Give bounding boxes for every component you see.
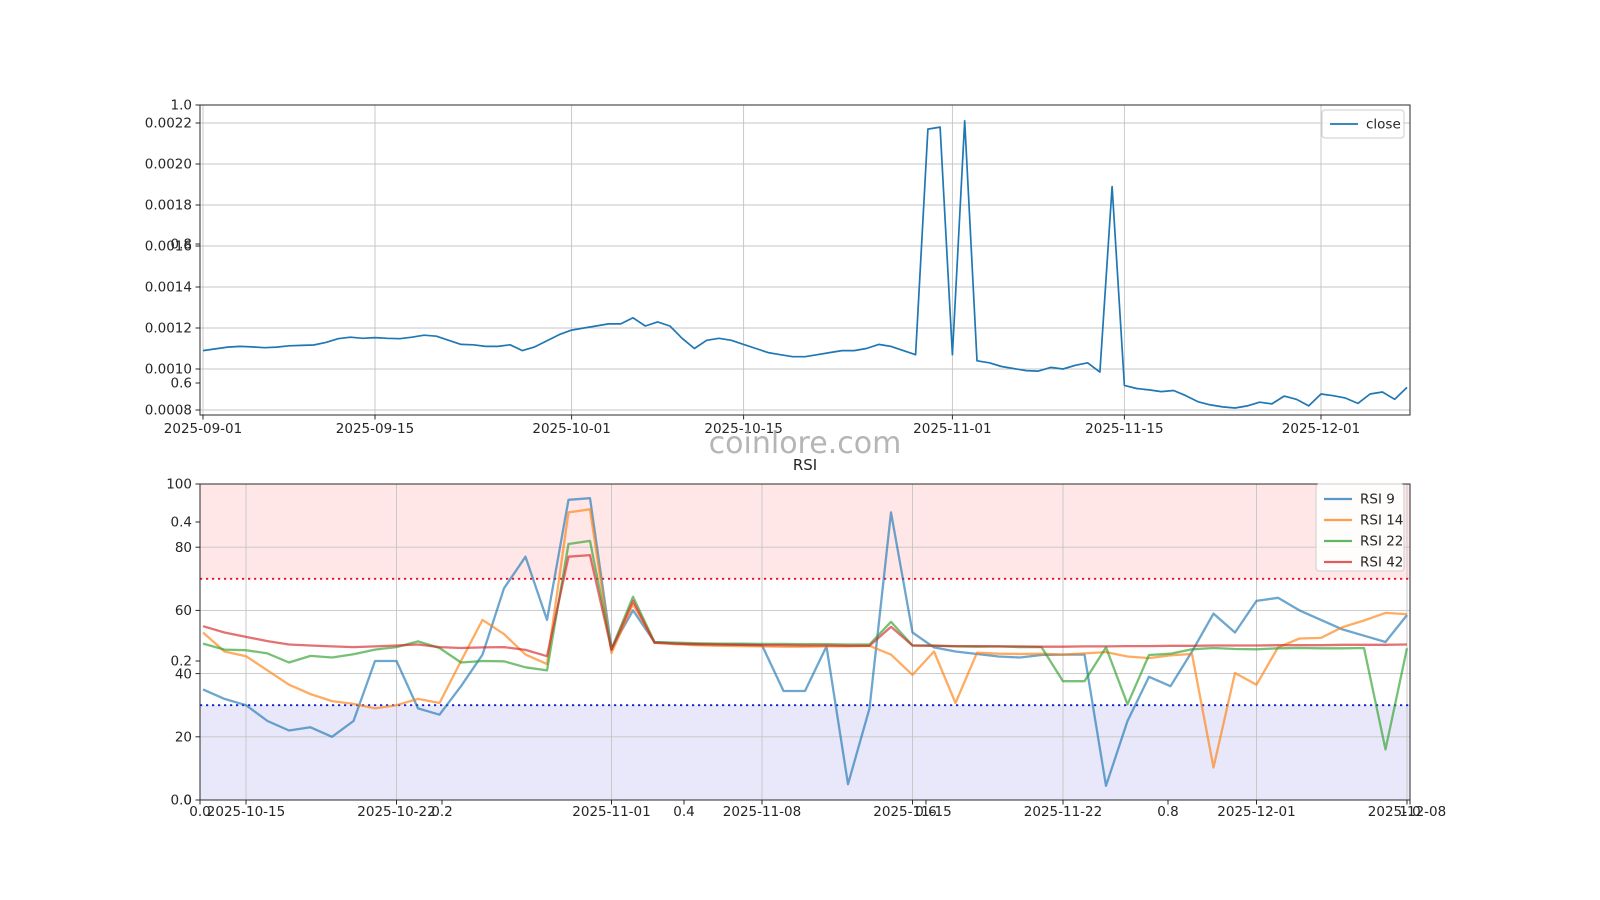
phantom-x-tick-label: 1.0: [1399, 804, 1420, 820]
phantom-y-tick-label: 0.4: [171, 515, 192, 531]
y-tick-label: 0.0008: [145, 403, 192, 419]
watermark-text: coinlore.com: [709, 426, 902, 461]
y-tick-label: 0.0010: [145, 362, 192, 378]
y-tick-label: 60: [175, 603, 192, 619]
legend-box: [1321, 109, 1405, 139]
legend-label: RSI 9: [1360, 492, 1395, 508]
x-tick-label: 2025-11-01: [572, 804, 650, 820]
x-tick-label: 2025-10-01: [532, 421, 610, 437]
y-tick-label: 0.0018: [145, 198, 192, 214]
x-tick-label: 2025-11-08: [723, 804, 801, 820]
x-tick-label: 2025-11-15: [1085, 421, 1163, 437]
legend-label: close: [1366, 117, 1401, 133]
x-tick-label: 2025-11-22: [1024, 804, 1102, 820]
phantom-y-tick-label: 0.0: [171, 793, 192, 809]
legend-box: [1315, 483, 1405, 572]
legend-label: RSI 42: [1360, 555, 1403, 571]
rsi-chart: 2025-10-15 2025-10-22 2025-11-01 2025-11-08…: [166, 477, 1446, 820]
phantom-x-tick-label: 0.0: [189, 804, 210, 820]
x-tick-label: 2025-10-15: [704, 421, 782, 437]
y-tick-label: 40: [175, 666, 192, 682]
x-tick-label: 2025-12-08: [1368, 804, 1446, 820]
oversold-band: [200, 705, 1410, 800]
x-tick-label: 2025-12-01: [1282, 421, 1360, 437]
legend-label: RSI 14: [1360, 513, 1403, 529]
series-rsi9-line: [202, 497, 1408, 787]
y-tick-label: 100: [166, 477, 192, 493]
x-tick-label: 2025-09-01: [164, 421, 242, 437]
y-tick-label: 20: [175, 730, 192, 746]
legend: RSI 9 RSI 14 RSI 22 RSI 42: [1315, 483, 1405, 572]
phantom-y-tick-label: 1.0: [171, 98, 192, 114]
price-chart: 2025-09-01 2025-09-15 2025-10-01 2025-10-15…: [145, 104, 1411, 437]
phantom-x-tick-label: 0.6: [915, 804, 936, 820]
x-tick-label: 2025-12-01: [1217, 804, 1295, 820]
legend-label: RSI 22: [1360, 534, 1403, 550]
y-tick-label: 0.0012: [145, 321, 192, 337]
y-tick-label: 0.0022: [145, 116, 192, 132]
x-tick-label: 2025-11-01: [913, 421, 991, 437]
y-tick-label: 0.0016: [145, 239, 192, 255]
series-rsi42-line: [202, 553, 1408, 658]
phantom-x-tick-label: 0.2: [431, 804, 452, 820]
phantom-x-tick-label: 0.4: [673, 804, 694, 820]
x-tick-label: 2025-09-15: [336, 421, 414, 437]
phantom-y-tick-label: 0.8: [171, 237, 192, 253]
rsi-chart-title: RSI: [793, 456, 817, 474]
y-tick-label: 0.0014: [145, 280, 192, 296]
y-tick-label: 0.0020: [145, 157, 192, 173]
x-tick-label: 2025-10-15: [207, 804, 285, 820]
x-tick-label: 2025-11-15: [873, 804, 951, 820]
phantom-unit-axis: 1.0 0.8 0.6 0.4 0.2 0.00.0 0.2 0.4 0.6 0.8 1.0: [171, 98, 1421, 820]
legend: close: [1321, 109, 1405, 139]
phantom-x-tick-label: 0.8: [1157, 804, 1178, 820]
phantom-y-tick-label: 0.2: [171, 654, 192, 670]
phantom-y-tick-label: 0.6: [171, 376, 192, 392]
overbought-band: [200, 484, 1410, 579]
y-tick-label: 80: [175, 540, 192, 556]
axes-spines: [199, 104, 1411, 416]
y-tick-label: 0: [183, 793, 192, 809]
axes-spines: [199, 483, 1411, 801]
series-rsi14-line: [202, 508, 1408, 769]
x-tick-label: 2025-10-22: [357, 804, 435, 820]
series-close-line: [202, 120, 1408, 409]
